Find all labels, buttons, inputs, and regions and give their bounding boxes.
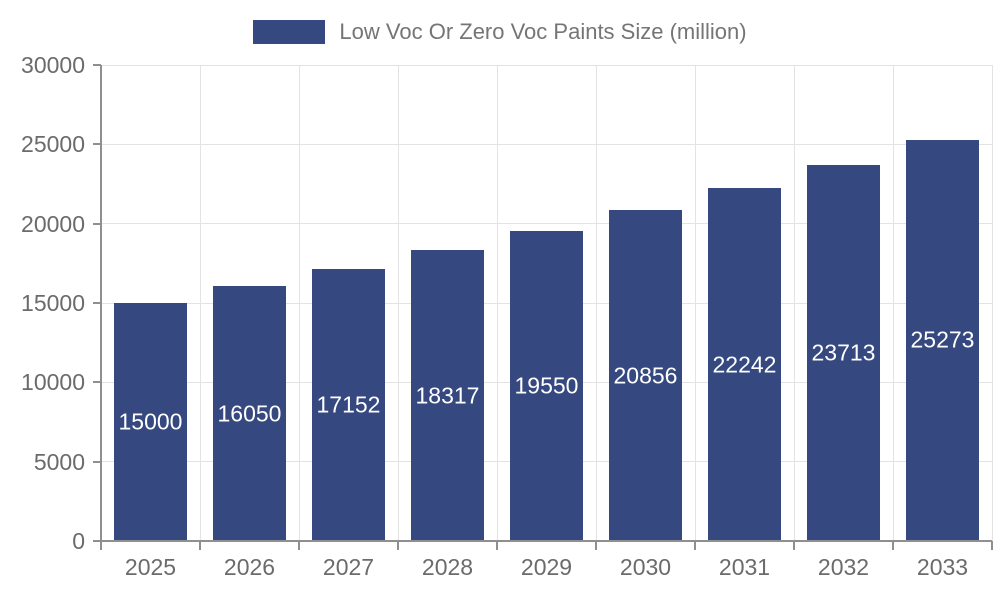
y-axis-tick	[93, 381, 101, 384]
x-axis-label: 2028	[421, 554, 474, 580]
bar-value-label: 25273	[910, 326, 975, 353]
y-axis-tick	[93, 460, 101, 463]
y-axis-tick	[93, 222, 101, 225]
legend-label: Low Voc Or Zero Voc Paints Size (million…	[339, 19, 747, 44]
y-axis-label: 25000	[21, 131, 85, 158]
x-axis-tick	[199, 541, 201, 550]
x-axis-label: 2026	[223, 554, 276, 580]
bar-value-label: 18317	[415, 382, 480, 409]
bar-2032[interactable]: 23713	[807, 164, 880, 541]
y-axis-label: 0	[72, 528, 85, 554]
y-gridline	[101, 64, 992, 66]
x-axis-label: 2032	[817, 554, 870, 580]
legend-swatch	[253, 20, 326, 44]
x-gridline	[298, 65, 300, 541]
x-axis-tick	[991, 541, 993, 550]
x-gridline	[991, 65, 993, 541]
bar-2033[interactable]: 25273	[906, 140, 979, 541]
x-axis-label: 2027	[322, 554, 375, 580]
x-axis-label: 2030	[619, 554, 672, 580]
bar-value-label: 22242	[712, 351, 777, 378]
x-axis-tick	[100, 541, 102, 550]
x-gridline	[892, 65, 894, 541]
y-axis-tick	[93, 302, 101, 304]
bar-value-label: 16050	[217, 400, 282, 427]
x-axis-label: 2029	[520, 554, 573, 580]
bar-2028[interactable]: 18317	[411, 250, 484, 541]
x-gridline	[397, 65, 399, 541]
x-axis-label: 2025	[124, 554, 177, 580]
x-axis-tick	[298, 541, 300, 550]
bar-2029[interactable]: 19550	[510, 230, 583, 541]
y-axis-line	[100, 65, 102, 550]
bar-value-label: 19550	[514, 372, 579, 399]
bar-2026[interactable]: 16050	[213, 286, 286, 541]
bar-2030[interactable]: 20856	[609, 210, 682, 541]
x-axis-label: 2031	[718, 554, 771, 580]
y-axis-tick	[93, 143, 101, 146]
y-axis-label: 30000	[21, 52, 85, 78]
y-axis-tick	[93, 540, 101, 542]
bar-value-label: 23713	[811, 339, 876, 366]
y-axis-label: 10000	[21, 369, 85, 396]
x-axis-tick	[595, 541, 597, 550]
x-gridline	[199, 65, 201, 541]
x-gridline	[694, 65, 696, 541]
x-gridline	[793, 65, 795, 541]
y-axis-label: 15000	[21, 290, 85, 316]
y-gridline	[101, 143, 992, 145]
y-axis-label: 20000	[21, 210, 85, 237]
x-axis-line	[93, 540, 992, 542]
x-axis-tick	[793, 541, 795, 550]
x-axis-tick	[892, 541, 894, 550]
bar-2031[interactable]: 22242	[708, 188, 781, 541]
x-axis-label: 2033	[916, 554, 969, 580]
y-axis-tick	[93, 64, 101, 66]
bar-value-label: 17152	[316, 391, 381, 418]
y-axis-label: 5000	[33, 448, 85, 475]
chart-legend[interactable]: Low Voc Or Zero Voc Paints Size (million…	[0, 19, 1000, 45]
x-axis-tick	[694, 541, 696, 550]
bar-2025[interactable]: 15000	[114, 303, 187, 541]
y-gridline	[101, 223, 992, 225]
x-gridline	[496, 65, 498, 541]
x-axis-tick	[496, 541, 498, 550]
bar-2027[interactable]: 17152	[312, 268, 385, 541]
bar-value-label: 15000	[118, 408, 183, 435]
bar-value-label: 20856	[613, 362, 678, 389]
x-gridline	[595, 65, 597, 541]
x-axis-tick	[397, 541, 399, 550]
